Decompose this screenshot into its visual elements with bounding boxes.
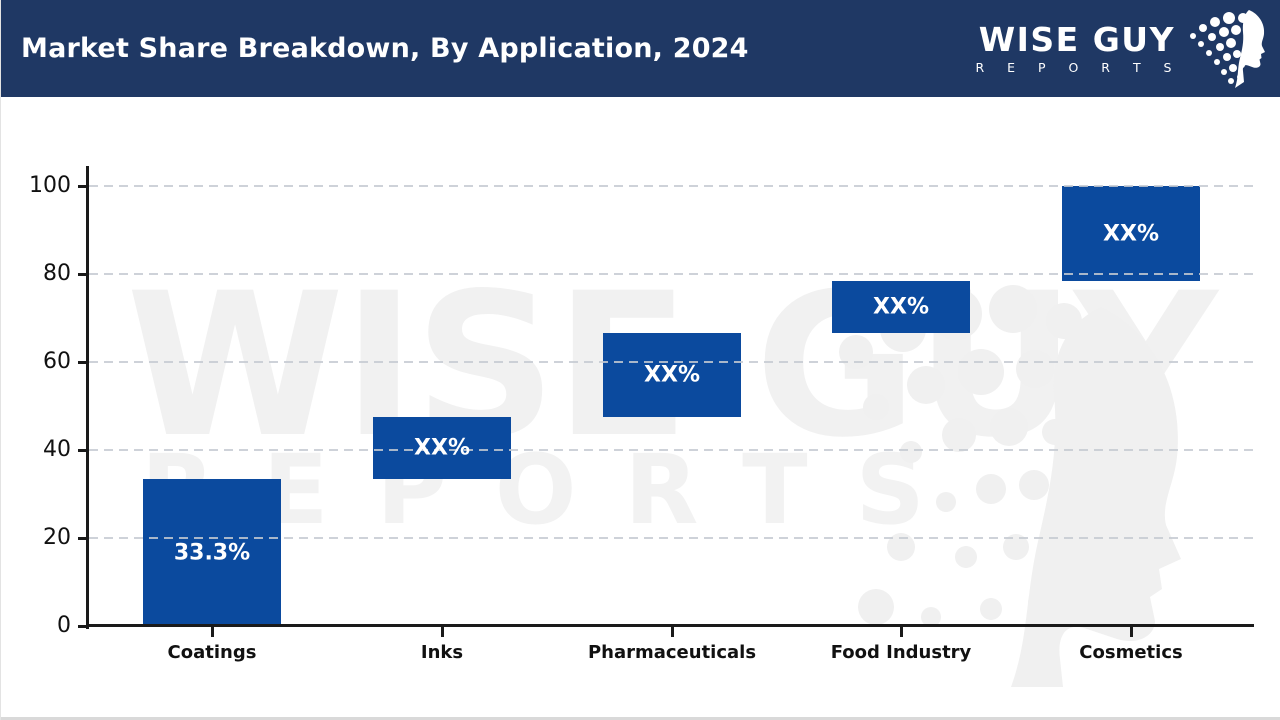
y-tickmark [78, 448, 89, 452]
x-tick-label: Pharmaceuticals [587, 642, 757, 663]
y-tickmark [78, 272, 89, 276]
y-tickmark [78, 624, 89, 628]
x-tick-label: Cosmetics [1079, 642, 1183, 663]
bar-coatings [143, 479, 281, 626]
header: Market Share Breakdown, By Application, … [1, 0, 1280, 97]
x-tickmark [1129, 627, 1133, 637]
x-axis [86, 624, 1254, 627]
y-tick-label: 80 [43, 261, 71, 286]
bar-cosmetics [1062, 186, 1200, 282]
y-axis [86, 166, 89, 629]
chart-area: WISE GUY REPORTS 33.3%XX%XX%XX%XX%020406… [1, 97, 1280, 717]
x-tickmark [899, 627, 903, 637]
wiseguy-logo: WISE GUY R E P O R T S [975, 6, 1267, 92]
x-tick-label: Inks [420, 642, 464, 663]
x-tick-label: Food Industry [830, 642, 972, 663]
gridline [89, 273, 1254, 275]
bar-inks [373, 417, 511, 480]
page-title: Market Share Breakdown, By Application, … [21, 33, 749, 64]
y-tick-label: 20 [43, 525, 71, 550]
gridline [89, 361, 1254, 363]
logo-wordmark-line1: WISE GUY [978, 19, 1175, 59]
logo-wordmark-line2: R E P O R T S [975, 59, 1181, 75]
gridline [89, 185, 1254, 187]
bar-value-label: 33.3% [173, 540, 251, 566]
gridline [89, 537, 1254, 539]
gridline [89, 449, 1254, 451]
bottom-border [1, 717, 1280, 720]
bar-food-industry [832, 281, 970, 333]
logo-wordmark: WISE GUY R E P O R T S [975, 23, 1175, 75]
bar-value-label: XX% [873, 294, 929, 320]
bar-value-label: XX% [414, 435, 470, 461]
x-tickmark [440, 627, 444, 637]
bar-value-label: XX% [1103, 221, 1159, 247]
y-tick-label: 0 [57, 613, 71, 638]
y-tickmark [78, 360, 89, 364]
logo-face-icon [1190, 9, 1265, 88]
x-tickmark [210, 627, 214, 637]
bar-pharmaceuticals [603, 332, 741, 417]
y-tickmark [78, 536, 89, 540]
x-tickmark [670, 627, 674, 637]
x-tick-label: Coatings [167, 642, 257, 663]
y-tick-label: 100 [29, 173, 71, 198]
y-tick-label: 40 [43, 437, 71, 462]
y-tickmark [78, 184, 89, 188]
y-tick-label: 60 [43, 349, 71, 374]
bar-value-label: XX% [644, 362, 700, 388]
